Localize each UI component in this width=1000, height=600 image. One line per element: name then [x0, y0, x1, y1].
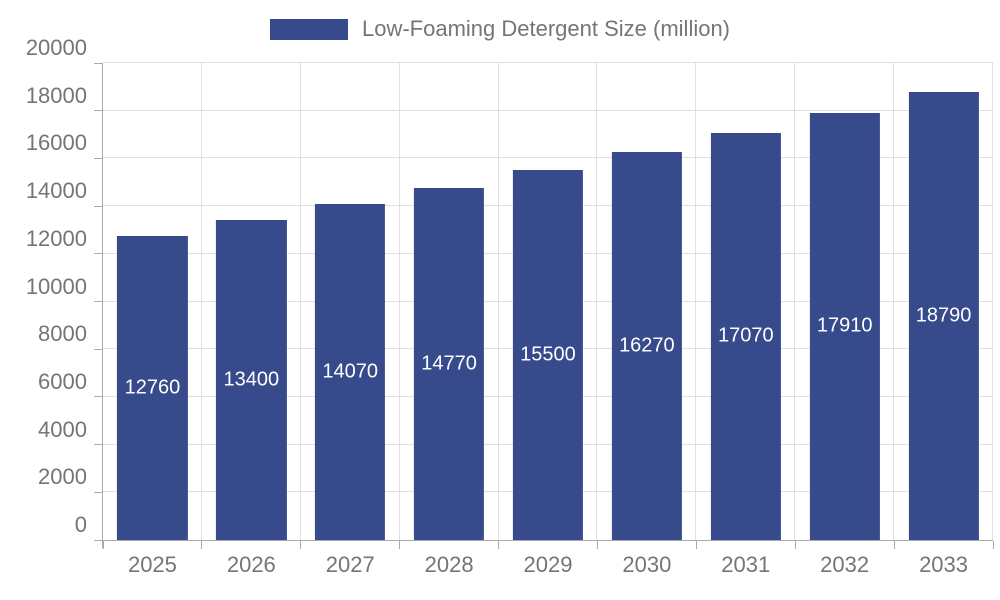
- gridline-vertical: [398, 63, 400, 540]
- bar-slot: 17910: [795, 63, 894, 540]
- bar: 17910: [809, 112, 880, 540]
- x-axis-tick: [992, 541, 994, 549]
- y-tick-label: 2000: [38, 464, 87, 490]
- legend-swatch-icon: [269, 18, 348, 40]
- bar: 15500: [512, 170, 584, 540]
- bar-value-label: 17910: [816, 314, 873, 337]
- bar-value-label: 12760: [124, 376, 181, 399]
- x-tick-label: 2026: [226, 552, 276, 577]
- gridline-vertical: [794, 63, 796, 540]
- x-axis-tick: [794, 541, 796, 549]
- bar-slot: 12760: [103, 63, 202, 540]
- gridline-horizontal: [103, 157, 993, 159]
- bar-value-label: 17070: [717, 324, 774, 347]
- gridline-vertical: [497, 63, 499, 540]
- gridline-vertical: [596, 63, 598, 540]
- x-tick-label: 2030: [622, 552, 672, 577]
- gridline-vertical: [992, 63, 993, 540]
- y-axis-tick: [94, 110, 102, 112]
- bar: 17070: [710, 132, 781, 540]
- bar: 14770: [414, 187, 485, 540]
- x-axis-tick: [893, 541, 895, 549]
- bar-slot: 15500: [499, 63, 598, 540]
- bar: 13400: [216, 220, 287, 540]
- plot-area: 0 2000 4000 6000 8000 10000 12000 14000 16000 180…: [26, 35, 994, 577]
- x-tick-label: 2028: [424, 552, 474, 577]
- y-tick-label: 10000: [25, 273, 87, 299]
- y-axis-tick: [94, 348, 102, 350]
- legend-label: Low-Foaming Detergent Size (million): [361, 16, 731, 41]
- x-tick-label: 2033: [919, 552, 969, 577]
- bar-value-label: 15500: [520, 343, 576, 366]
- bar: 18790: [908, 91, 979, 540]
- y-axis-tick: [94, 444, 102, 446]
- bar-slot: 17070: [696, 63, 795, 540]
- y-tick-label: 20000: [25, 35, 87, 60]
- x-axis-tick: [102, 541, 104, 549]
- x-axis-tick: [695, 541, 697, 549]
- y-tick-label: 4000: [38, 416, 87, 442]
- gridline-horizontal: [103, 62, 993, 63]
- y-tick-label: 6000: [38, 368, 87, 394]
- x-tick-label: 2025: [127, 552, 177, 577]
- x-axis-tick: [201, 541, 203, 549]
- x-axis-tick: [596, 541, 598, 549]
- gridline-vertical: [893, 63, 895, 540]
- x-tick-label: 2032: [820, 552, 870, 577]
- bar-slot: 13400: [202, 63, 301, 540]
- legend: Low-Foaming Detergent Size (million): [0, 16, 1000, 42]
- y-tick-label: 14000: [25, 178, 87, 204]
- y-axis-tick: [94, 157, 102, 159]
- y-tick-label: 18000: [25, 82, 87, 108]
- y-axis-tick: [94, 539, 102, 541]
- x-tick-label: 2027: [325, 552, 375, 577]
- y-tick-label: 12000: [25, 225, 87, 251]
- bar: 16270: [611, 151, 682, 540]
- x-axis-tick: [498, 541, 500, 549]
- x-axis-line: [94, 540, 993, 541]
- gridline-vertical: [695, 63, 697, 540]
- y-axis-tick: [94, 396, 102, 398]
- x-axis-tick: [399, 541, 401, 549]
- bar-slot: 18790: [894, 63, 993, 540]
- y-tick-label: 16000: [25, 130, 87, 156]
- bar-slot: 16270: [597, 63, 696, 540]
- x-axis-tick: [300, 541, 302, 549]
- bar-value-label: 14770: [421, 352, 477, 375]
- bar-slot: 14770: [400, 63, 499, 540]
- y-axis-tick: [94, 62, 102, 64]
- y-tick-label: 8000: [38, 321, 87, 347]
- y-axis-line: [102, 63, 103, 548]
- y-axis-tick: [94, 253, 102, 255]
- y-tick-label: 0: [74, 512, 87, 537]
- y-axis-tick: [94, 491, 102, 493]
- bar-value-label: 16270: [619, 334, 675, 357]
- gridline-vertical: [299, 63, 301, 540]
- bar-value-label: 18790: [915, 304, 972, 327]
- gridline-vertical: [200, 63, 202, 540]
- y-axis-tick: [94, 301, 102, 302]
- bar: 12760: [117, 235, 188, 540]
- bar-value-label: 14070: [322, 360, 379, 383]
- bar: 14070: [315, 204, 386, 540]
- gridline-horizontal: [103, 109, 993, 111]
- y-axis-tick: [94, 205, 102, 207]
- legend-item[interactable]: Low-Foaming Detergent Size (million): [269, 16, 731, 42]
- bar-value-label: 13400: [223, 368, 280, 391]
- x-tick-label: 2029: [523, 552, 573, 577]
- x-tick-label: 2031: [721, 552, 771, 577]
- bar-slot: 14070: [301, 63, 400, 540]
